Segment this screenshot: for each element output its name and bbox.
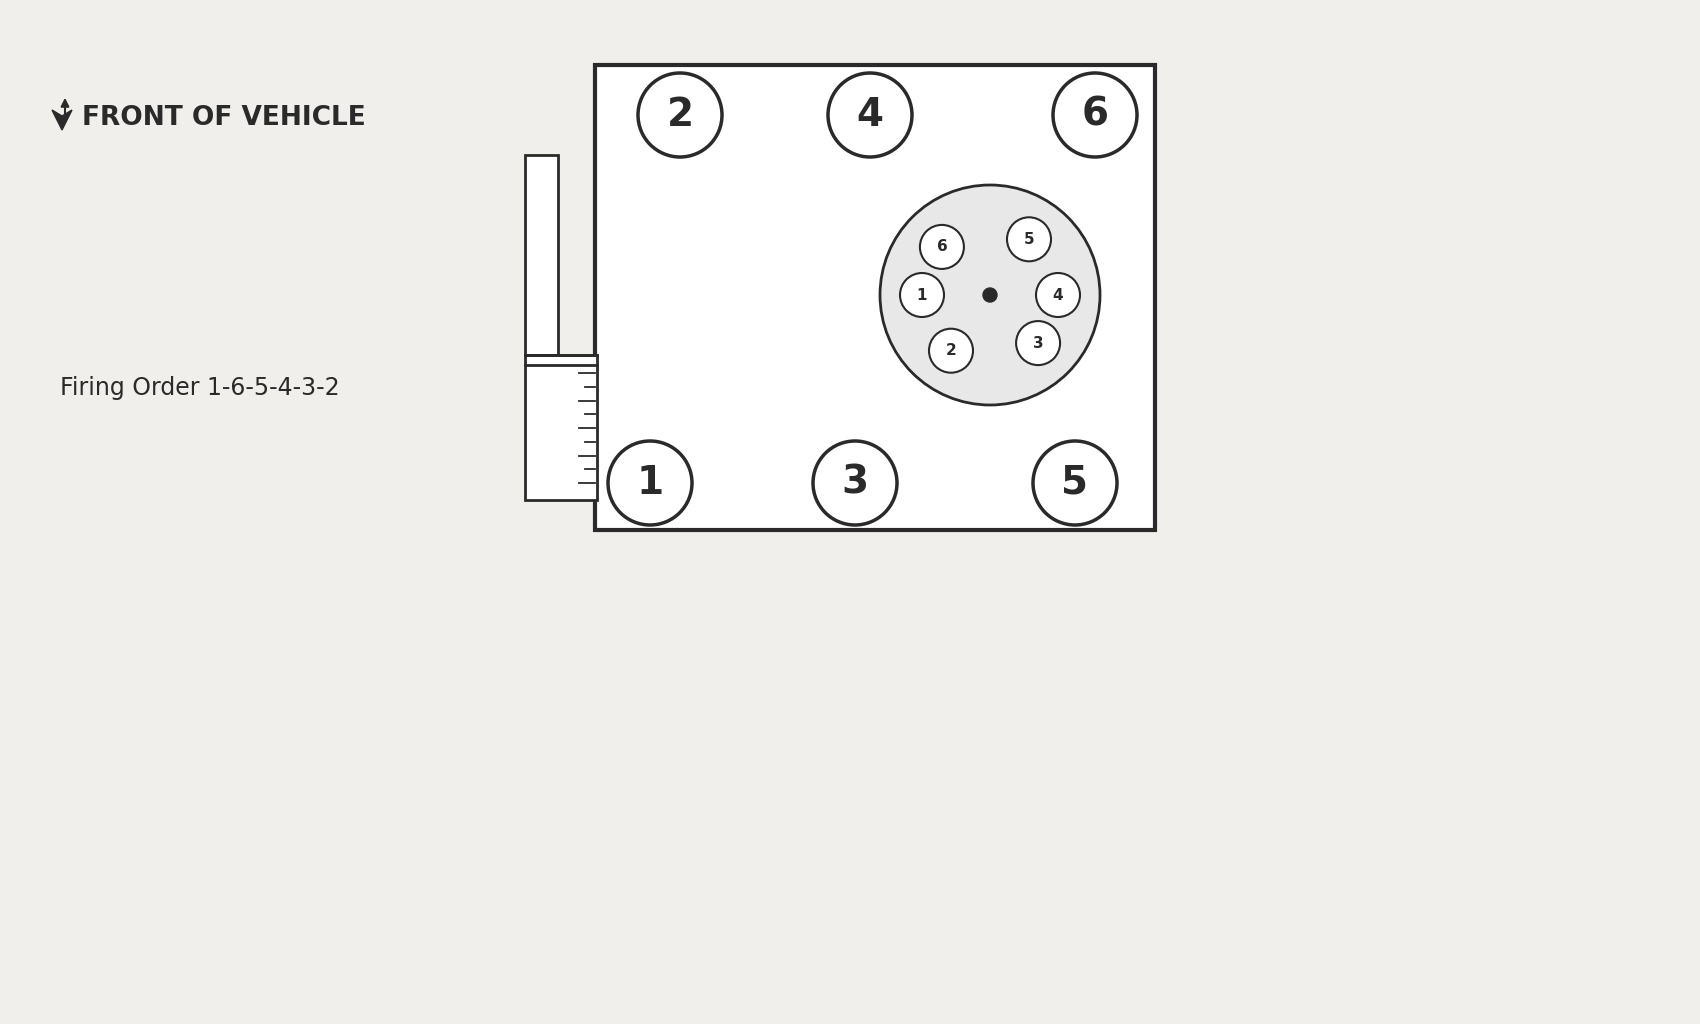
Bar [525,155,558,355]
Text: 2: 2 [666,96,694,134]
Text: FRONT OF VEHICLE: FRONT OF VEHICLE [82,105,366,131]
Circle shape [920,225,964,269]
Circle shape [1017,322,1061,366]
Text: 1: 1 [916,288,927,302]
Bar [525,355,597,500]
Circle shape [1035,273,1080,317]
Circle shape [1006,217,1051,261]
Text: 5: 5 [1061,464,1088,502]
Text: 6: 6 [1081,96,1108,134]
Polygon shape [53,110,71,130]
Text: 3: 3 [842,464,869,502]
Bar [595,65,1154,530]
Text: 4: 4 [857,96,884,134]
Circle shape [983,288,996,302]
Text: 1: 1 [636,464,663,502]
Text: 3: 3 [1034,336,1044,350]
Text: 6: 6 [937,240,947,254]
Circle shape [881,185,1100,406]
Text: 4: 4 [1052,288,1062,302]
Circle shape [899,273,944,317]
Circle shape [928,329,972,373]
Text: 2: 2 [945,343,957,358]
Text: Firing Order 1-6-5-4-3-2: Firing Order 1-6-5-4-3-2 [60,376,340,400]
Text: 5: 5 [1023,231,1034,247]
